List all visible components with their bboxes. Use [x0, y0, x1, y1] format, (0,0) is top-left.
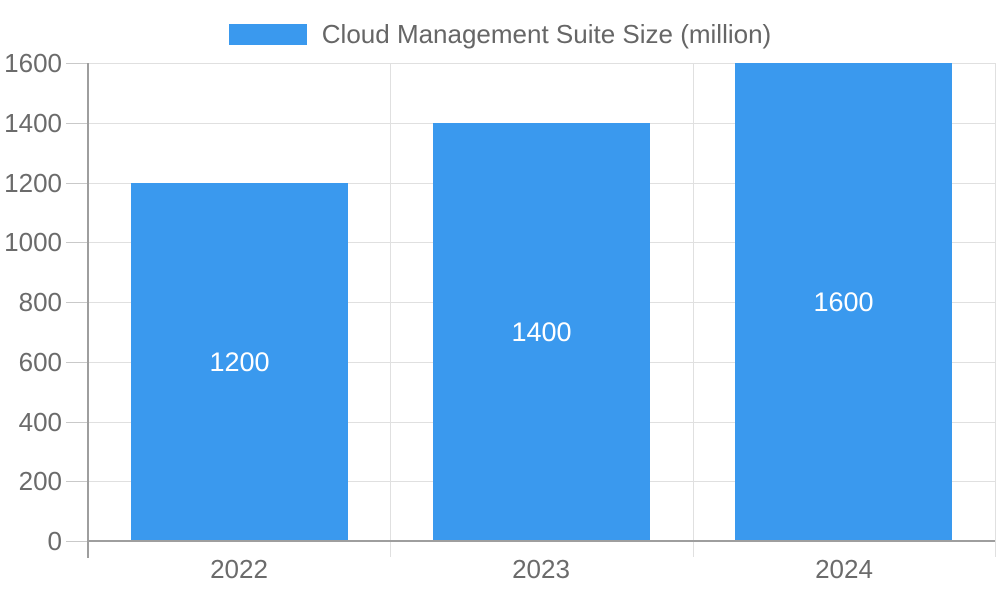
y-tick: [66, 481, 88, 482]
y-tick: [66, 422, 88, 423]
bar-value-label: 1400: [511, 317, 572, 347]
legend[interactable]: Cloud Management Suite Size (million): [0, 21, 1000, 47]
bar-2022[interactable]: [131, 183, 348, 540]
y-tick-label: 800: [18, 287, 62, 317]
y-gridline: [88, 63, 995, 64]
x-gridline: [390, 63, 391, 557]
y-tick: [66, 63, 88, 64]
y-tick-label: 200: [18, 466, 62, 496]
bar-value-label: 1200: [209, 347, 270, 377]
y-tick: [66, 183, 88, 184]
y-tick: [66, 242, 88, 243]
y-tick: [66, 123, 88, 124]
y-tick-label: 600: [18, 347, 62, 377]
legend-swatch[interactable]: [228, 23, 307, 45]
bar-2023[interactable]: [433, 123, 650, 540]
x-tick-label: 2024: [815, 554, 873, 584]
y-tick-label: 1200: [4, 168, 62, 198]
legend-label: Cloud Management Suite Size (million): [321, 19, 772, 49]
x-tick-label: 2023: [512, 554, 570, 584]
bar-2024[interactable]: [735, 63, 952, 540]
y-tick-label: 1600: [4, 48, 62, 78]
x-tick-label: 2022: [210, 554, 268, 584]
x-axis-line: [88, 540, 995, 542]
y-tick: [66, 362, 88, 363]
x-gridline: [995, 63, 996, 557]
y-tick: [66, 302, 88, 303]
y-tick-label: 0: [47, 526, 62, 556]
x-gridline: [693, 63, 694, 557]
y-tick-label: 400: [18, 407, 62, 437]
y-tick: [66, 541, 88, 542]
y-tick-label: 1400: [4, 108, 62, 138]
bar-value-label: 1600: [813, 287, 874, 317]
y-axis-line: [87, 63, 89, 558]
y-tick-label: 1000: [4, 227, 62, 257]
